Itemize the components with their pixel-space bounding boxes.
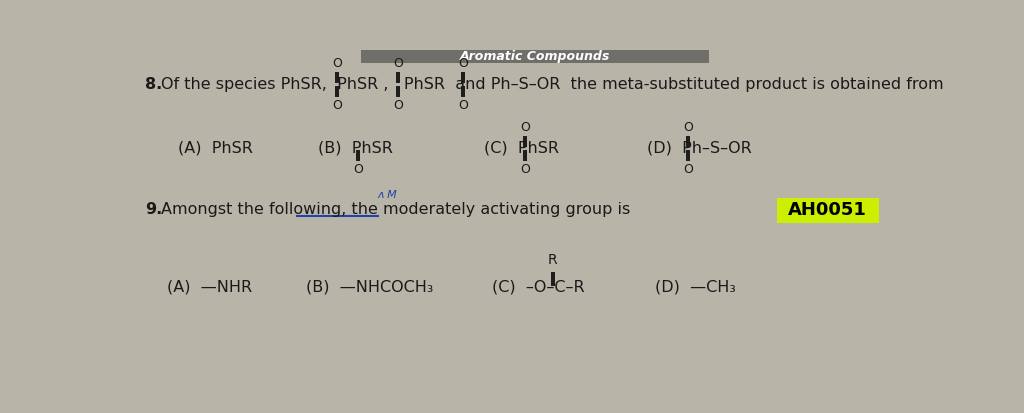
Text: (A)  PhSR: (A) PhSR	[178, 140, 253, 156]
Text: AH0051: AH0051	[788, 202, 867, 219]
Text: (B)  PhSR: (B) PhSR	[317, 140, 393, 156]
Text: O: O	[458, 99, 468, 112]
Text: (A)  —NHR: (A) —NHR	[167, 279, 252, 294]
Text: (D)  Ph–S–OR: (D) Ph–S–OR	[647, 140, 752, 156]
Text: Aromatic Compounds: Aromatic Compounds	[460, 50, 610, 63]
Text: (B)  —NHCOCH₃: (B) —NHCOCH₃	[306, 279, 433, 294]
Text: 8.: 8.	[145, 77, 162, 92]
Text: Amongst the following, the moderately activating group is: Amongst the following, the moderately ac…	[161, 202, 630, 217]
Text: O: O	[353, 163, 364, 176]
Text: 9.: 9.	[145, 202, 162, 217]
Text: ʌ M: ʌ M	[378, 190, 397, 200]
Text: Of the species PhSR,  PhSR ,   PhSR  and Ph–S–OR  the meta-substituted product i: Of the species PhSR, PhSR , PhSR and Ph–…	[161, 77, 943, 92]
Text: O: O	[393, 57, 402, 70]
Text: O: O	[458, 57, 468, 70]
Text: O: O	[520, 121, 529, 134]
Text: O: O	[683, 121, 693, 134]
Text: O: O	[333, 99, 342, 112]
Text: R: R	[548, 253, 557, 267]
FancyBboxPatch shape	[776, 198, 879, 223]
Text: (D)  —CH₃: (D) —CH₃	[655, 279, 736, 294]
Text: O: O	[333, 57, 342, 70]
Text: O: O	[520, 163, 529, 176]
Text: O: O	[393, 99, 402, 112]
Text: O: O	[683, 163, 693, 176]
Bar	[360, 50, 710, 64]
Text: (C)  –O–C–R: (C) –O–C–R	[493, 279, 585, 294]
Text: (C)  PhSR: (C) PhSR	[484, 140, 559, 156]
